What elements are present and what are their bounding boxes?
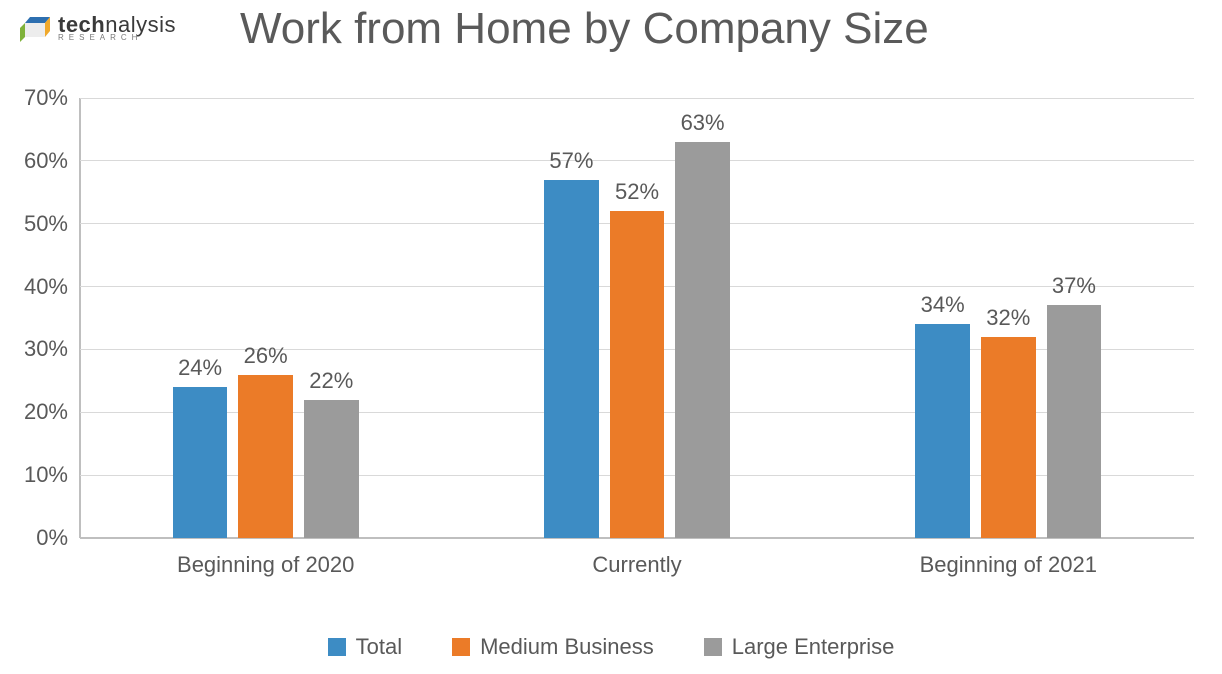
bar-value-label: 26% (244, 343, 288, 369)
brand-logo-icon (18, 14, 52, 42)
legend-item: Large Enterprise (704, 634, 895, 660)
y-tick-label: 70% (18, 85, 68, 111)
x-tick-label: Beginning of 2021 (920, 552, 1097, 578)
gridline (80, 160, 1194, 161)
y-tick-label: 40% (18, 274, 68, 300)
bar (238, 375, 292, 538)
legend-swatch (328, 638, 346, 656)
chart-legend: Total Medium Business Large Enterprise (0, 634, 1222, 660)
legend-item: Total (328, 634, 402, 660)
legend-swatch (704, 638, 722, 656)
bar-value-label: 34% (921, 292, 965, 318)
bar (915, 324, 969, 538)
bar (544, 180, 598, 538)
bar-value-label: 57% (549, 148, 593, 174)
y-tick-label: 50% (18, 211, 68, 237)
bar (981, 337, 1035, 538)
bar (610, 211, 664, 538)
y-tick-label: 30% (18, 336, 68, 362)
chart-plot-area: 0%10%20%30%40%50%60%70%Beginning of 2020… (80, 98, 1194, 538)
brand-logo: technalysis RESEARCH (18, 14, 176, 42)
chart-page: { "logo": { "brand_bold": "tech", "brand… (0, 0, 1222, 674)
legend-item: Medium Business (452, 634, 654, 660)
x-tick-label: Beginning of 2020 (177, 552, 354, 578)
bar-value-label: 32% (986, 305, 1030, 331)
legend-label: Large Enterprise (732, 634, 895, 660)
legend-label: Medium Business (480, 634, 654, 660)
bar-value-label: 37% (1052, 273, 1096, 299)
y-tick-label: 0% (18, 525, 68, 551)
bar (1047, 305, 1101, 538)
chart-title: Work from Home by Company Size (240, 4, 929, 54)
bar-value-label: 22% (309, 368, 353, 394)
y-tick-label: 20% (18, 399, 68, 425)
y-tick-label: 10% (18, 462, 68, 488)
gridline (80, 98, 1194, 99)
bar-value-label: 63% (681, 110, 725, 136)
brand-logo-text: technalysis RESEARCH (58, 14, 176, 42)
bar-value-label: 24% (178, 355, 222, 381)
bar-value-label: 52% (615, 179, 659, 205)
y-tick-label: 60% (18, 148, 68, 174)
bar (304, 400, 358, 538)
x-tick-label: Currently (592, 552, 681, 578)
legend-swatch (452, 638, 470, 656)
bar (173, 387, 227, 538)
legend-label: Total (356, 634, 402, 660)
bar (675, 142, 729, 538)
y-axis-line (79, 98, 81, 538)
